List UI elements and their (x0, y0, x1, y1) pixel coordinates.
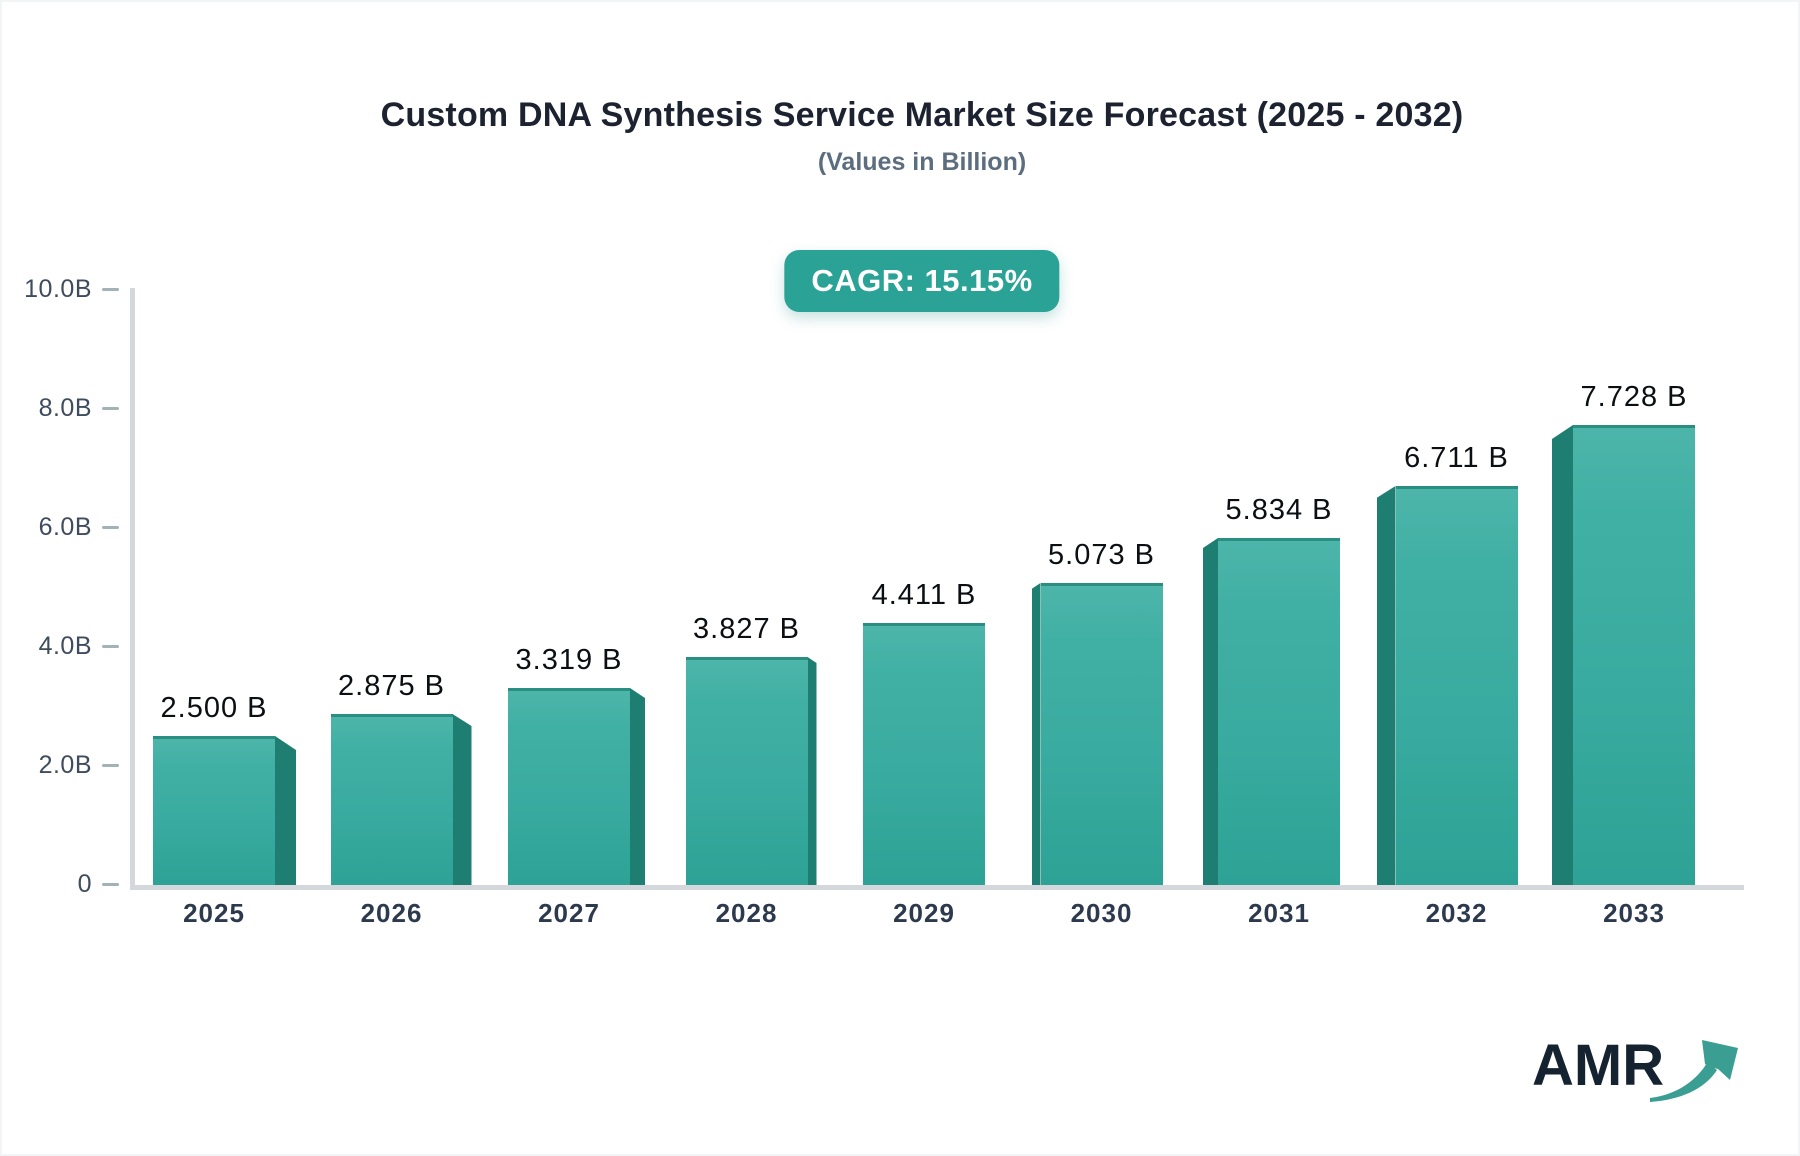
bar-value-label-2026: 2.875 B (338, 670, 445, 702)
bar-side-2030 (1031, 583, 1041, 885)
bar-value-label-2030: 5.073 B (1048, 539, 1155, 571)
y-tick-label-0: 0 (77, 870, 92, 898)
y-tick-label-6.0B: 6.0B (38, 513, 92, 541)
x-axis-label-2028: 2028 (715, 898, 778, 928)
bar-value-label-2032: 6.711 B (1404, 442, 1509, 474)
y-tick-dash (102, 645, 119, 648)
bar-side-2026 (452, 714, 472, 885)
bar-side-2025 (275, 736, 296, 885)
y-tick-label-2.0B: 2.0B (38, 751, 92, 779)
bar-side-2033 (1552, 425, 1573, 885)
bar-2025 (153, 736, 275, 885)
chart-title: Custom DNA Synthesis Service Market Size… (380, 96, 1464, 134)
bar-side-2031 (1203, 538, 1218, 885)
amr-logo: AMR (1532, 1033, 1738, 1114)
y-tick-dash (102, 764, 119, 767)
bar-value-label-2027: 3.319 B (515, 644, 623, 676)
y-tick-label-10.0B: 10.0B (24, 275, 92, 303)
x-axis-label-2027: 2027 (538, 898, 600, 928)
x-axis-label-2031: 2031 (1248, 898, 1310, 928)
x-axis-label-2033: 2033 (1603, 898, 1665, 928)
amr-logo-text: AMR (1532, 1033, 1665, 1098)
bar-2030 (1040, 583, 1163, 885)
bar-2033 (1573, 425, 1695, 885)
bar-2027 (508, 688, 630, 885)
bar-value-label-2031: 5.834 B (1225, 494, 1333, 526)
bar-2032 (1395, 486, 1518, 885)
y-tick-dash (102, 883, 119, 886)
x-axis-label-2032: 2032 (1425, 898, 1488, 928)
y-tick-dash (102, 407, 119, 410)
cagr-badge: CAGR: 15.15% (784, 250, 1060, 312)
x-axis-label-2030: 2030 (1070, 898, 1133, 928)
y-axis-line (130, 288, 135, 890)
chart-subtitle: (Values in Billion) (817, 148, 1027, 176)
y-tick-label-4.0B: 4.0B (38, 632, 92, 660)
x-axis-label-2029: 2029 (893, 898, 955, 928)
bar-2029 (863, 623, 985, 885)
bar-2028 (685, 657, 808, 885)
bar-side-2028 (807, 657, 817, 885)
bar-value-label-2028: 3.827 B (693, 613, 800, 645)
bar-side-2032 (1376, 486, 1396, 885)
bar-value-label-2033: 7.728 B (1580, 381, 1688, 413)
y-tick-dash (102, 526, 119, 529)
x-axis-label-2026: 2026 (360, 898, 423, 928)
bar-2026 (330, 714, 453, 885)
bar-side-2027 (630, 688, 645, 885)
y-tick-dash (102, 288, 119, 291)
growth-arrow-icon (1650, 1040, 1738, 1102)
x-axis-baseline (130, 885, 1744, 890)
x-axis-label-2025: 2025 (183, 898, 245, 928)
bar-2031 (1218, 538, 1340, 885)
y-tick-label-8.0B: 8.0B (38, 394, 92, 422)
bar-value-label-2029: 4.411 B (871, 579, 977, 611)
bar-value-label-2025: 2.500 B (160, 692, 268, 724)
